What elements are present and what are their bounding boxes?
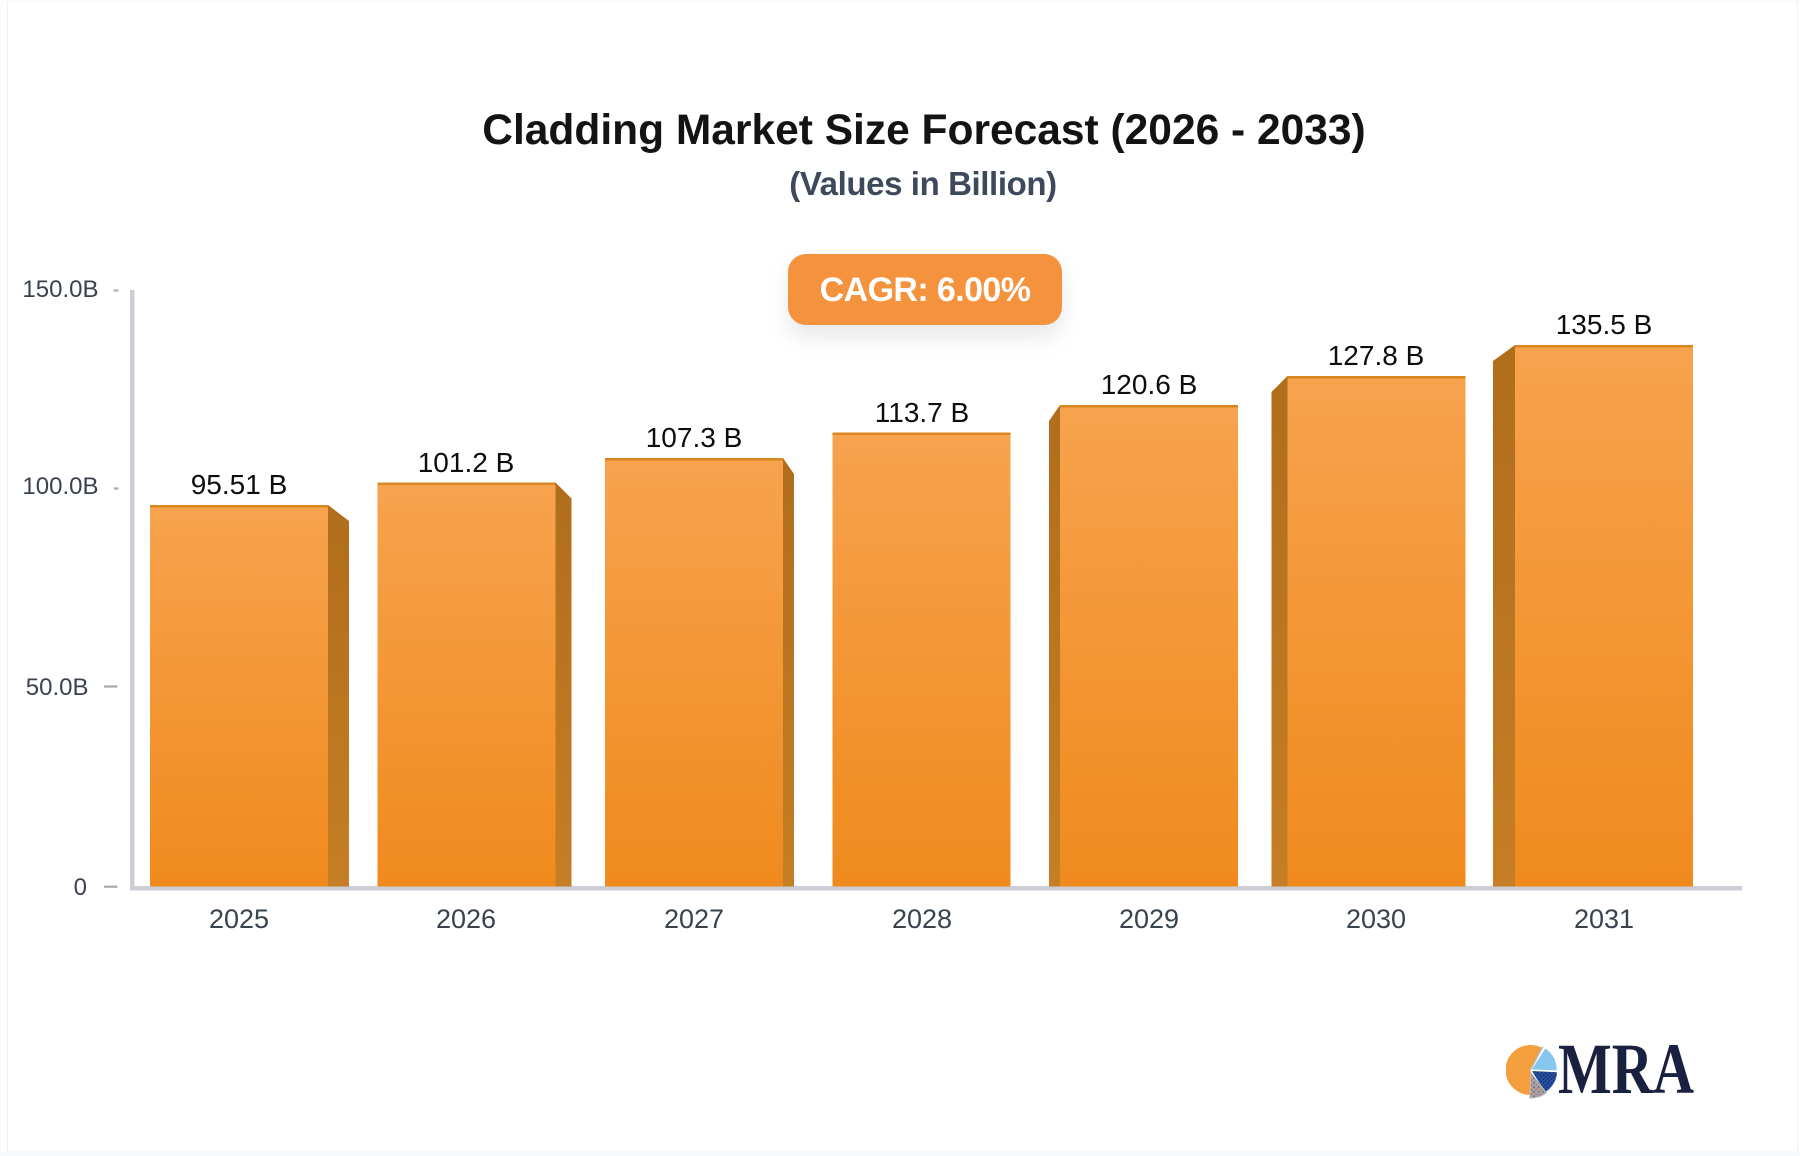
svg-text:MRA: MRA xyxy=(1558,1030,1694,1109)
